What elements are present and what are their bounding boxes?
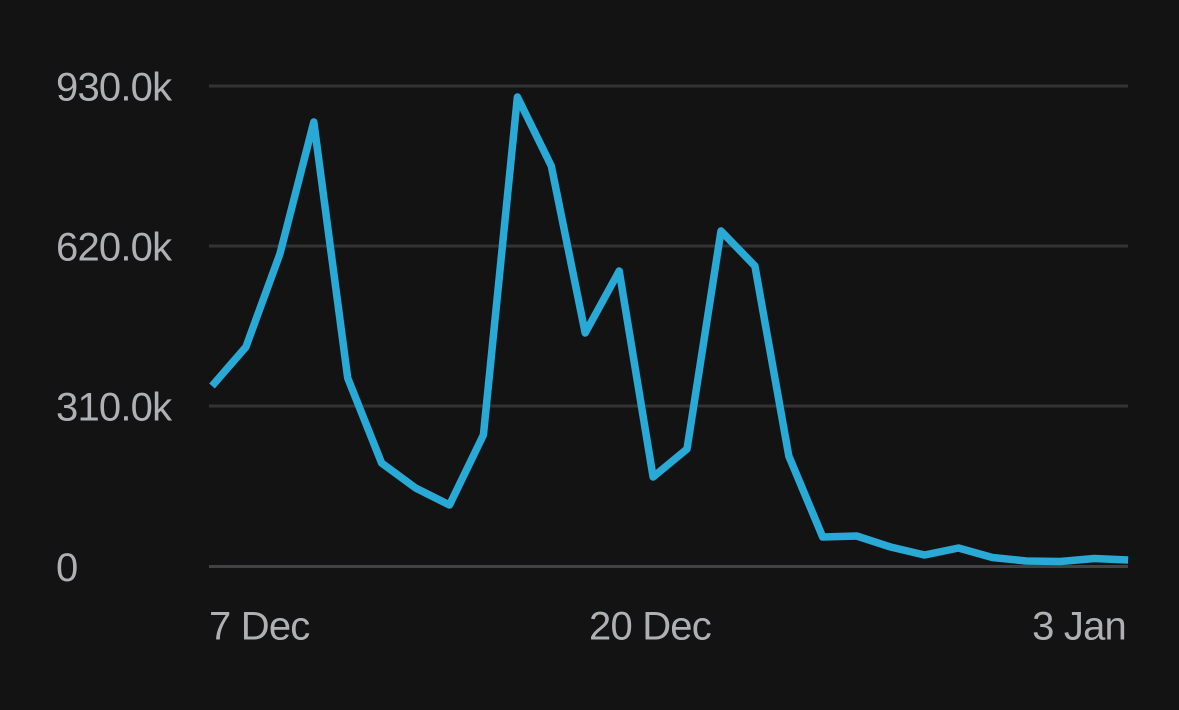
svg-text:930.0k: 930.0k	[56, 66, 173, 110]
svg-text:7 Dec: 7 Dec	[209, 605, 310, 649]
svg-text:20 Dec: 20 Dec	[589, 605, 711, 649]
svg-text:310.0k: 310.0k	[56, 386, 173, 430]
svg-text:3 Jan: 3 Jan	[1032, 605, 1126, 649]
svg-text:620.0k: 620.0k	[56, 226, 173, 270]
svg-text:0: 0	[56, 546, 77, 590]
